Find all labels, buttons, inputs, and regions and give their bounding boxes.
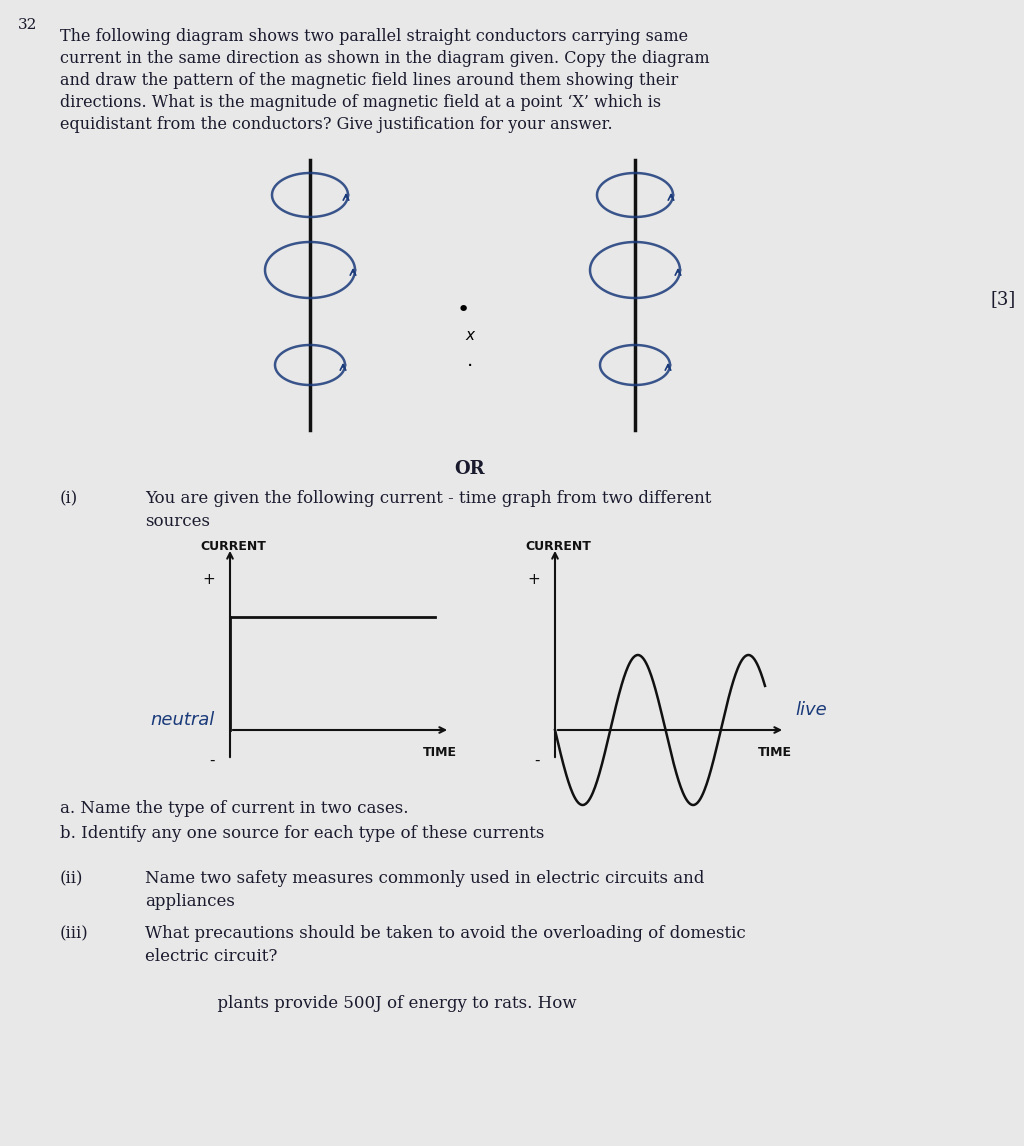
Text: (ii): (ii): [60, 870, 84, 887]
Text: .: .: [467, 351, 473, 369]
Text: electric circuit?: electric circuit?: [145, 948, 278, 965]
Text: OR: OR: [455, 460, 485, 478]
Text: live: live: [795, 701, 826, 719]
Text: 32: 32: [18, 18, 37, 32]
Text: +: +: [527, 573, 540, 588]
Text: -: -: [535, 753, 540, 768]
Text: sources: sources: [145, 513, 210, 529]
Text: You are given the following current - time graph from two different: You are given the following current - ti…: [145, 490, 712, 507]
Text: and draw the pattern of the magnetic field lines around them showing their: and draw the pattern of the magnetic fie…: [60, 72, 678, 89]
Text: x: x: [466, 328, 474, 343]
Text: -: -: [210, 753, 215, 768]
Text: What precautions should be taken to avoid the overloading of domestic: What precautions should be taken to avoi…: [145, 925, 745, 942]
Text: TIME: TIME: [423, 746, 457, 759]
Text: b. Identify any one source for each type of these currents: b. Identify any one source for each type…: [60, 825, 545, 842]
Text: current in the same direction as shown in the diagram given. Copy the diagram: current in the same direction as shown i…: [60, 50, 710, 66]
Text: •: •: [457, 300, 470, 320]
Text: appliances: appliances: [145, 893, 234, 910]
Text: directions. What is the magnitude of magnetic field at a point ‘X’ which is: directions. What is the magnitude of mag…: [60, 94, 662, 111]
Text: CURRENT: CURRENT: [200, 540, 266, 554]
Text: a. Name the type of current in two cases.: a. Name the type of current in two cases…: [60, 800, 409, 817]
Text: [3]: [3]: [990, 290, 1015, 308]
Text: Name two safety measures commonly used in electric circuits and: Name two safety measures commonly used i…: [145, 870, 705, 887]
Text: CURRENT: CURRENT: [525, 540, 591, 554]
Text: +: +: [203, 573, 215, 588]
Text: equidistant from the conductors? Give justification for your answer.: equidistant from the conductors? Give ju…: [60, 116, 612, 133]
Text: (iii): (iii): [60, 925, 89, 942]
Text: plants provide 500J of energy to rats. How: plants provide 500J of energy to rats. H…: [60, 995, 577, 1012]
Text: neutral: neutral: [150, 711, 214, 729]
Text: The following diagram shows two parallel straight conductors carrying same: The following diagram shows two parallel…: [60, 28, 688, 45]
Text: (i): (i): [60, 490, 78, 507]
Text: TIME: TIME: [758, 746, 792, 759]
